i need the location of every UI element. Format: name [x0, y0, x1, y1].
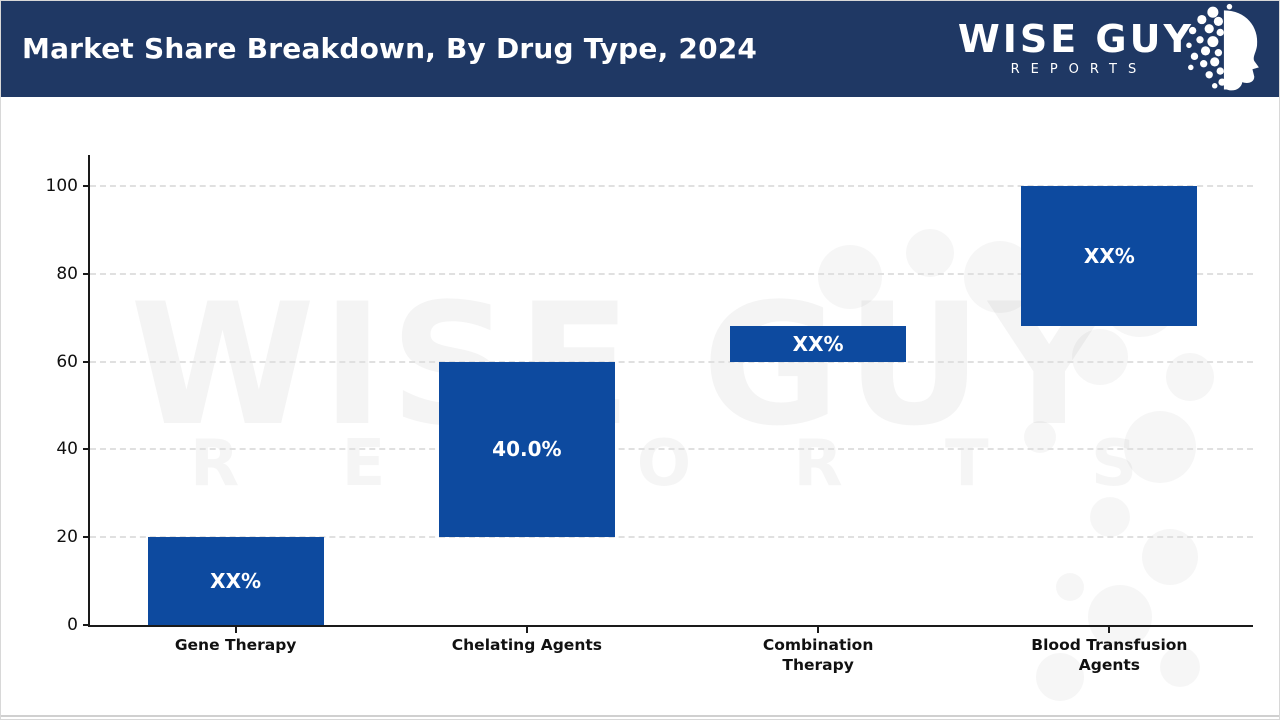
logo-subtitle: REPORTS	[1010, 62, 1148, 77]
chart-canvas: WISE GUY R E P O R T S 020406080100XX%Ge…	[0, 97, 1280, 720]
wise-guy-logo: WISE GUY REPORTS	[958, 3, 1266, 95]
logo-face-icon	[1186, 3, 1259, 90]
y-axis-tick-label: 0	[67, 615, 78, 635]
gridline-20	[90, 536, 1253, 539]
logo-text: WISE GUY REPORTS	[958, 20, 1194, 77]
gridline-40	[90, 448, 1253, 451]
y-axis-tick	[83, 624, 90, 626]
gridline-60	[90, 360, 1253, 363]
y-axis-tick	[83, 536, 90, 539]
gridline-100	[90, 184, 1253, 187]
x-axis-category-label: Blood Transfusion Agents	[1031, 636, 1188, 675]
y-axis-tick	[83, 360, 90, 363]
x-axis-tick	[817, 625, 820, 633]
header-bar: Market Share Breakdown, By Drug Type, 20…	[0, 0, 1280, 97]
bar-blood-transfusion-agents[interactable]: XX%	[1021, 185, 1198, 327]
bar-value-label: XX%	[1083, 244, 1135, 269]
y-axis-tick-label: 100	[45, 175, 78, 196]
bar-chelating-agents[interactable]: 40.0%	[438, 361, 615, 538]
y-axis-tick-label: 80	[56, 263, 78, 284]
bar-gene-therapy[interactable]: XX%	[147, 537, 324, 625]
gridline-80	[90, 272, 1253, 275]
y-axis-tick	[83, 448, 90, 451]
logo-wordmark: WISE GUY	[957, 17, 1194, 61]
x-axis-category-label: Combination Therapy	[762, 636, 874, 675]
page-title: Market Share Breakdown, By Drug Type, 20…	[22, 32, 758, 65]
x-axis-tick	[525, 625, 528, 633]
bar-value-label: 40.0%	[492, 437, 562, 462]
y-axis-tick-label: 20	[56, 527, 78, 548]
bottom-divider	[0, 715, 1280, 717]
x-axis-tick	[234, 625, 237, 633]
plot-area: 0 20 40 60 80 100 XX% Gene Therapy 40.0% Chelatin…	[46, 155, 1253, 674]
y-axis-tick	[83, 272, 90, 275]
bar-value-label: XX%	[792, 332, 844, 356]
x-axis-category-label: Gene Therapy	[174, 636, 297, 654]
x-axis-tick	[1108, 625, 1111, 633]
x-axis-category-label: Chelating Agents	[451, 636, 602, 654]
y-axis-tick-label: 60	[56, 351, 78, 372]
bar-combination-therapy[interactable]: XX%	[730, 326, 907, 362]
bar-value-label: XX%	[210, 569, 262, 594]
y-axis-tick	[83, 184, 90, 187]
y-axis-tick-label: 40	[56, 439, 78, 460]
